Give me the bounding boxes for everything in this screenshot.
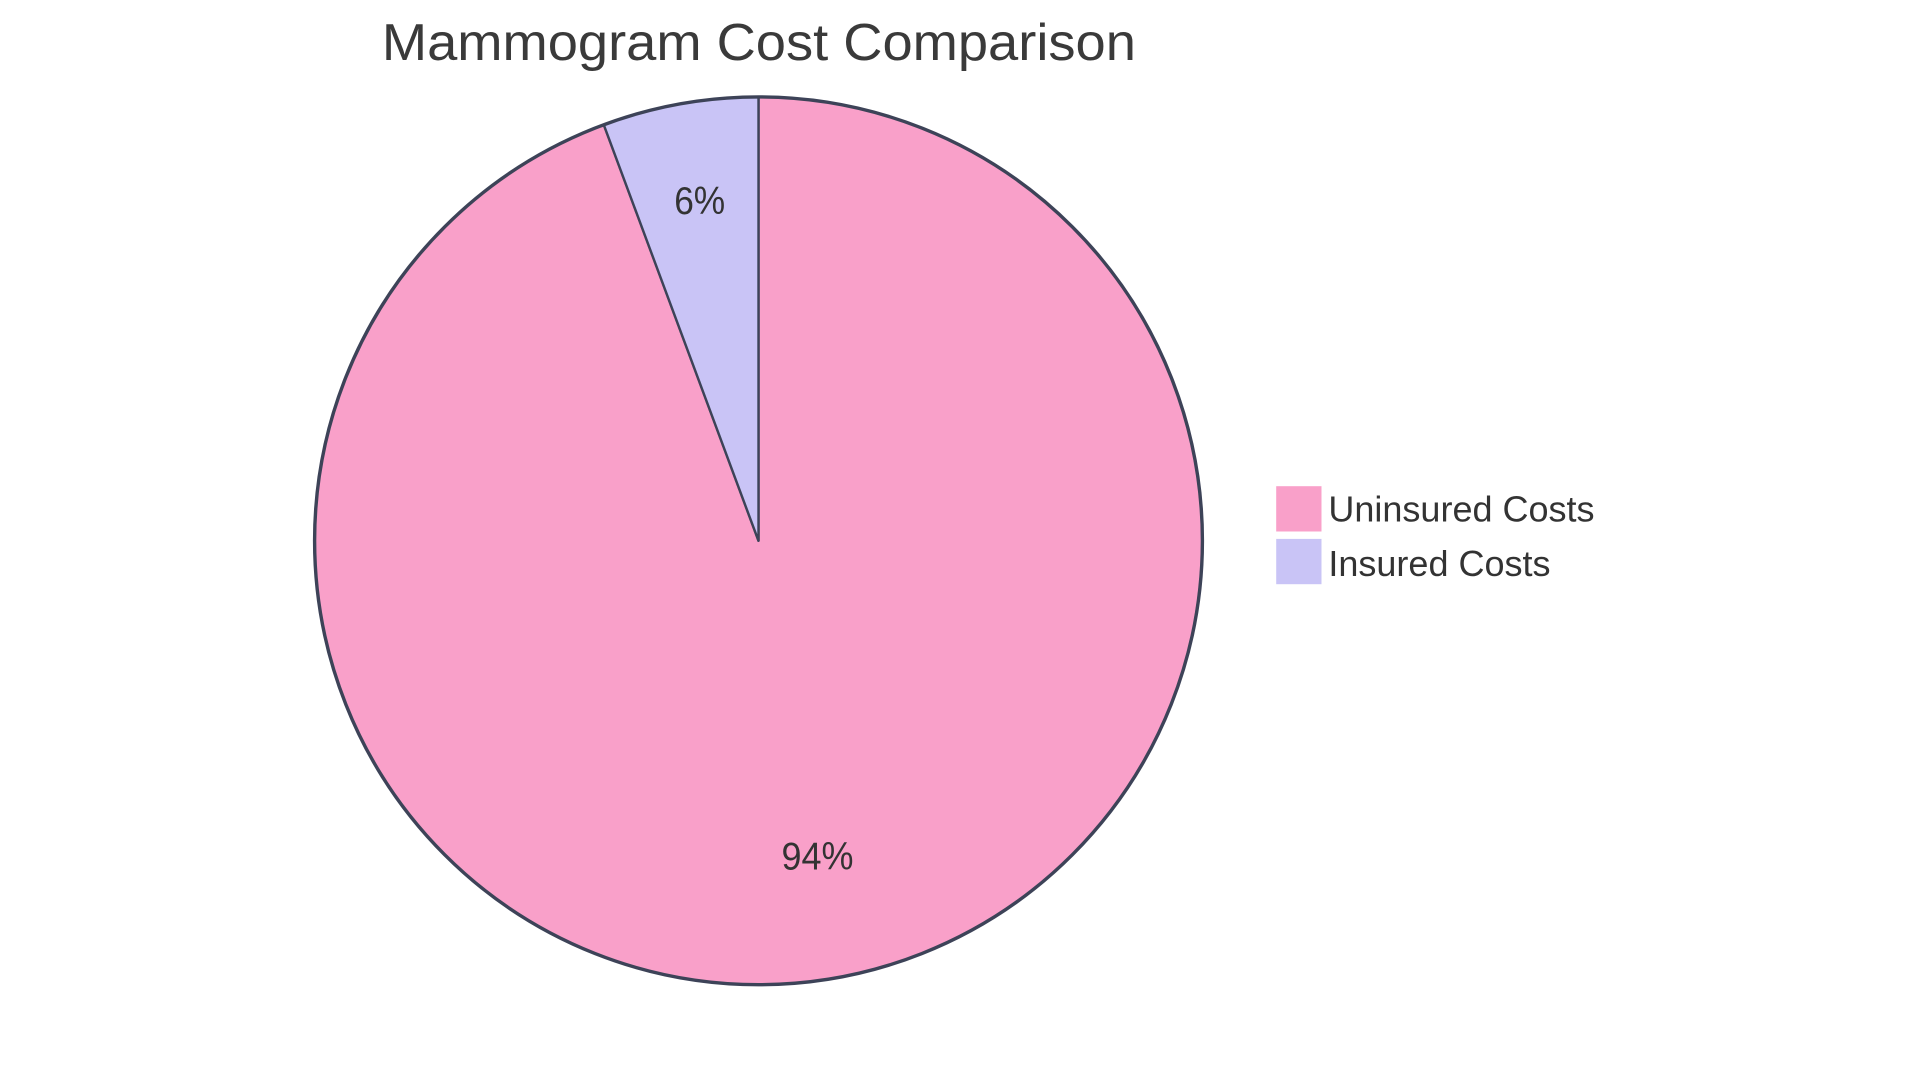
- svg-text:Insured Costs: Insured Costs: [1328, 543, 1550, 584]
- svg-text:Uninsured Costs: Uninsured Costs: [1328, 489, 1594, 530]
- svg-text:6%: 6%: [674, 180, 725, 223]
- svg-text:Mammogram Cost Comparison: Mammogram Cost Comparison: [382, 14, 1136, 72]
- svg-text:94%: 94%: [782, 835, 854, 878]
